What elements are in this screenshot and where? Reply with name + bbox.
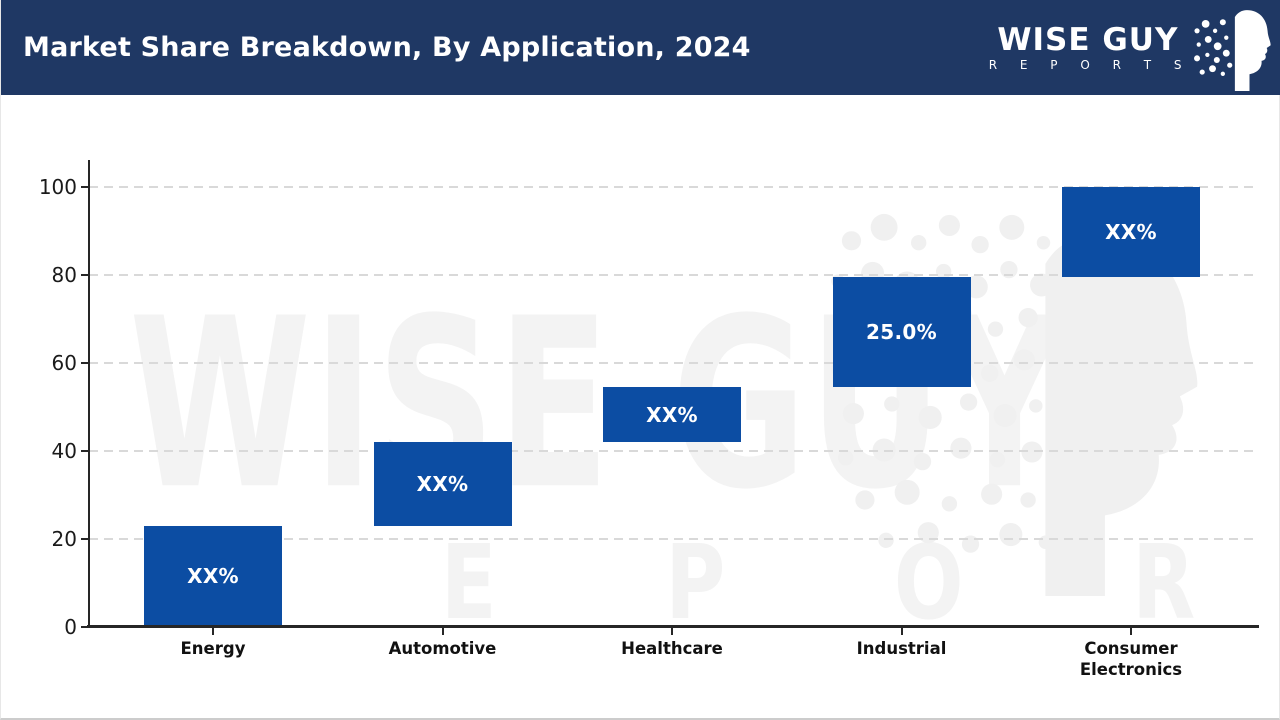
y-tick-mark	[81, 537, 89, 540]
brand-wordmark: WISE GUY	[997, 21, 1179, 58]
y-tick-mark	[81, 185, 89, 188]
brand-reports-text: R E P O R T S	[988, 57, 1191, 72]
gridline-y-40	[89, 449, 1259, 452]
bar-consumer-electronics: XX%	[1062, 186, 1200, 277]
bar-automotive: XX%	[373, 442, 512, 526]
x-tick-mark	[441, 628, 444, 635]
bar-industrial: 25.0%	[832, 276, 971, 388]
x-tick-mark	[1130, 628, 1132, 635]
y-tick-mark	[81, 626, 89, 628]
x-axis-label-consumer-electronics: Consumer Electronics	[1079, 639, 1183, 679]
bar-value-label: 25.0%	[866, 319, 937, 344]
x-tick-mark	[900, 628, 903, 635]
gridline-y-100	[89, 185, 1259, 188]
gridline-y-60	[89, 361, 1259, 364]
x-axis-label-healthcare: Healthcare	[621, 639, 723, 658]
brand-logo-text: WISE GUY R E P O R T S	[985, 21, 1191, 72]
y-axis-tick-label: 100	[38, 174, 77, 199]
gridline-y-20	[89, 537, 1259, 540]
y-axis-tick-label: 80	[51, 262, 77, 287]
bar-energy: XX%	[144, 525, 282, 627]
x-axis-line	[87, 625, 1259, 628]
bar-value-label: XX%	[187, 564, 239, 589]
y-axis-line	[88, 160, 90, 628]
gridline-y-80	[89, 273, 1259, 276]
bar-value-label: XX%	[646, 402, 698, 427]
y-tick-mark	[81, 361, 89, 364]
y-tick-mark	[81, 273, 89, 276]
bar-value-label: XX%	[1105, 219, 1157, 244]
x-axis-label-industrial: Industrial	[856, 639, 947, 658]
bar-healthcare: XX%	[603, 387, 741, 443]
x-axis-label-energy: Energy	[180, 639, 246, 658]
y-tick-mark	[81, 449, 89, 452]
x-tick-mark	[671, 628, 673, 635]
brand-face-icon	[1194, 9, 1271, 91]
brand-logo: WISE GUY R E P O R T S	[985, 5, 1271, 91]
y-axis-tick-label: 20	[51, 526, 77, 551]
y-axis-tick-label: 0	[64, 615, 77, 639]
x-tick-mark	[212, 628, 214, 635]
bar-value-label: XX%	[416, 471, 469, 496]
header: Market Share Breakdown, By Application, …	[1, 0, 1280, 95]
page-title: Market Share Breakdown, By Application, …	[23, 32, 751, 63]
y-axis-tick-label: 60	[51, 350, 77, 375]
x-axis-label-automotive: Automotive	[388, 639, 497, 658]
y-axis-tick-label: 40	[51, 438, 77, 463]
